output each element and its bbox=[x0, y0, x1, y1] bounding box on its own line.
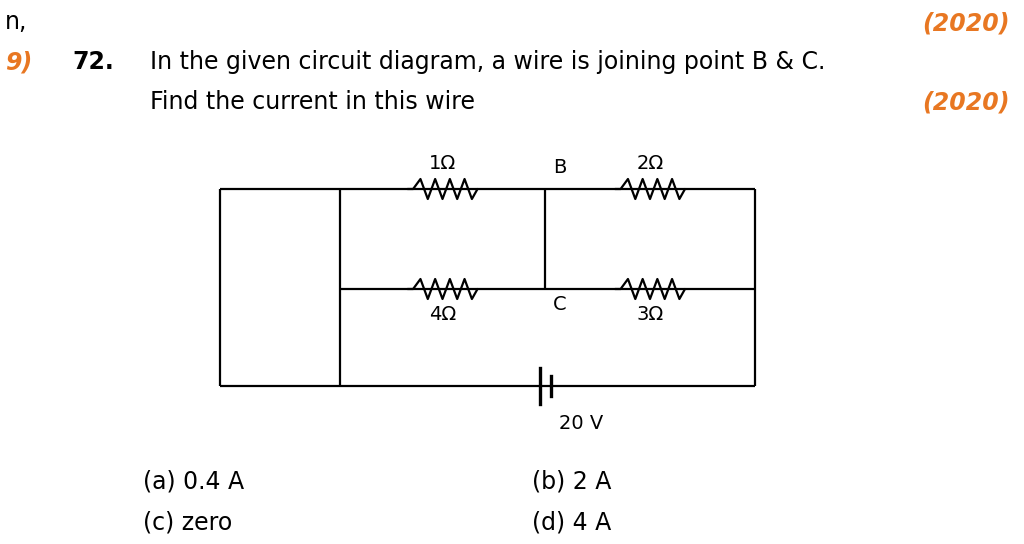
Text: (d) 4 A: (d) 4 A bbox=[532, 510, 611, 534]
Text: In the given circuit diagram, a wire is joining point B & C.: In the given circuit diagram, a wire is … bbox=[150, 50, 825, 74]
Text: 9): 9) bbox=[5, 50, 32, 74]
Text: 2Ω: 2Ω bbox=[636, 154, 664, 173]
Text: 1Ω: 1Ω bbox=[429, 154, 456, 173]
Text: 20 V: 20 V bbox=[559, 414, 603, 433]
Text: (b) 2 A: (b) 2 A bbox=[532, 469, 612, 493]
Text: (2020): (2020) bbox=[923, 90, 1010, 114]
Text: n,: n, bbox=[5, 10, 28, 34]
Text: B: B bbox=[553, 158, 566, 177]
Text: (a) 0.4 A: (a) 0.4 A bbox=[143, 469, 245, 493]
Text: (2020): (2020) bbox=[923, 12, 1010, 36]
Text: 4Ω: 4Ω bbox=[429, 305, 456, 324]
Text: 3Ω: 3Ω bbox=[636, 305, 664, 324]
Text: 72.: 72. bbox=[72, 50, 114, 74]
Text: (c) zero: (c) zero bbox=[143, 510, 232, 534]
Text: Find the current in this wire: Find the current in this wire bbox=[150, 90, 475, 114]
Text: C: C bbox=[553, 295, 566, 314]
